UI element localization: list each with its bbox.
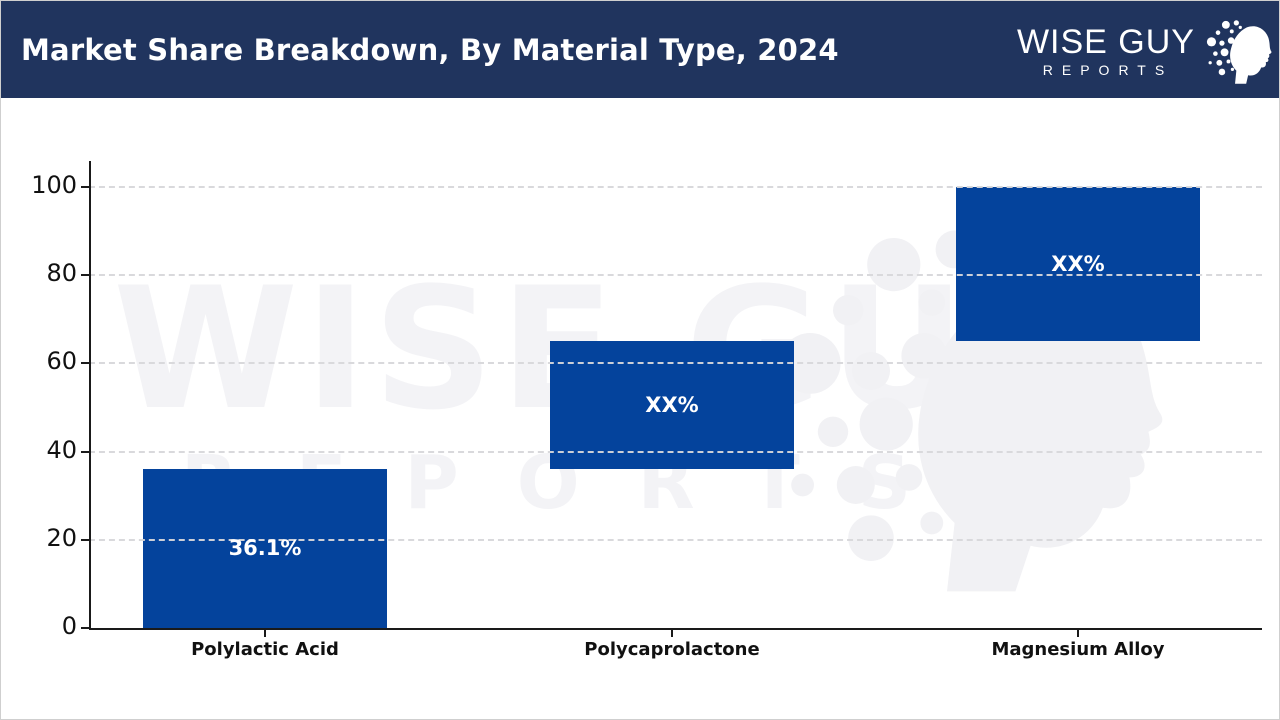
y-axis-tick-mark — [81, 627, 89, 629]
logo-wiseguy-label: WISE GUY — [1016, 23, 1195, 61]
x-axis-category-label: Polylactic Acid — [191, 639, 339, 660]
x-axis-tick-mark — [671, 630, 673, 637]
logo-reports-label: REPORTS — [1042, 62, 1174, 78]
y-axis-tick-label: 80 — [46, 259, 77, 288]
y-axis-tick-mark — [81, 538, 89, 541]
x-axis-line — [89, 628, 1262, 630]
bar-value-label: 36.1% — [228, 536, 302, 561]
page-title: Market Share Breakdown, By Material Type… — [21, 32, 839, 67]
y-axis-tick-label: 0 — [61, 612, 77, 640]
y-axis-tick-mark — [81, 274, 89, 277]
x-axis-tick-mark — [264, 630, 266, 637]
wise-guy-reports-logo: WISE GUY REPORTS — [1017, 9, 1273, 93]
y-axis-tick-mark — [81, 362, 89, 365]
y-axis-tick-label: 40 — [46, 435, 77, 464]
logo-head-profile-icon — [1206, 20, 1272, 84]
bar-polylactic-acid — [143, 468, 387, 628]
gridline-80 — [89, 274, 1262, 277]
y-axis-line — [89, 161, 91, 630]
watermark-head-profile-icon — [779, 230, 1163, 592]
bar-value-label: XX% — [645, 393, 699, 418]
y-axis-tick-mark — [81, 450, 89, 453]
gridline-60 — [89, 362, 1262, 365]
x-axis-tick-mark — [1077, 630, 1079, 637]
y-axis-tick-label: 100 — [31, 171, 77, 199]
y-axis-tick-label: 20 — [46, 523, 77, 552]
header-bar: Market Share Breakdown, By Material Type… — [1, 1, 1279, 98]
gridline-20 — [89, 538, 1262, 541]
y-axis-tick-label: 60 — [46, 347, 77, 376]
x-axis-category-label: Magnesium Alloy — [991, 639, 1165, 660]
x-axis-category-label: Polycaprolactone — [584, 639, 760, 660]
bar-magnesium-alloy — [956, 187, 1200, 342]
bar-value-label: XX% — [1051, 252, 1105, 277]
y-axis-tick-mark — [81, 186, 89, 188]
gridline-40 — [89, 450, 1262, 453]
gridline-100 — [89, 186, 1262, 188]
logo-text: WISE GUY REPORTS — [1017, 24, 1195, 78]
